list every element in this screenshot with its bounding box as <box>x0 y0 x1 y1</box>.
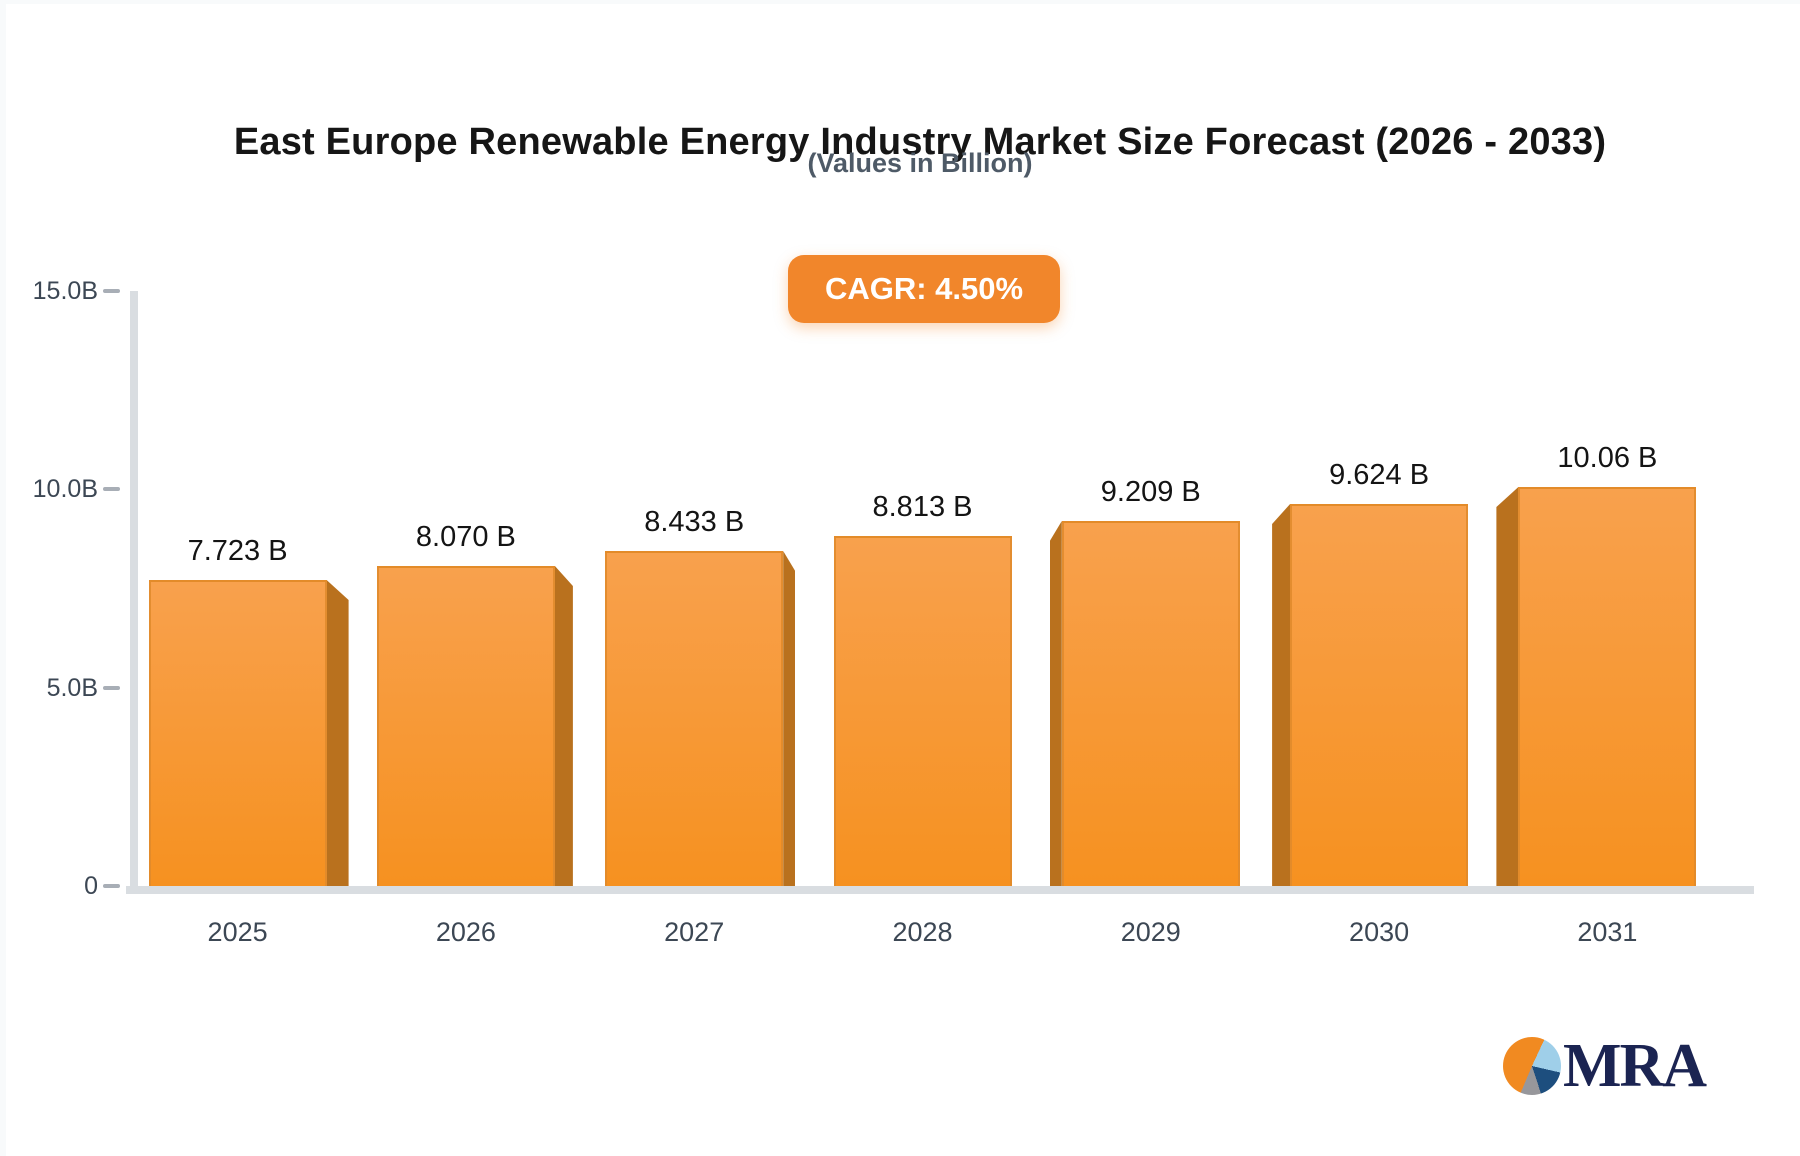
chart-subtitle: (Values in Billion) <box>807 148 1033 178</box>
bar-side-2025 <box>326 580 349 886</box>
bar-2027 <box>605 551 784 886</box>
y-tick-label-0: 0 <box>84 872 98 900</box>
x-tick-label-2027: 2027 <box>664 917 725 947</box>
logo-text: MRA <box>1563 1032 1707 1100</box>
bar-side-2031 <box>1496 487 1519 886</box>
pie-chart-icon <box>1503 1037 1561 1095</box>
x-tick-label-2030: 2030 <box>1349 917 1410 947</box>
bar-value-label-2029: 9.209 B <box>1100 476 1201 508</box>
bar-2031 <box>1518 487 1697 886</box>
y-tick-mark <box>103 289 120 293</box>
bar-2028 <box>833 536 1012 886</box>
chart-title: East Europe Renewable Energy Industry Ma… <box>233 121 1607 164</box>
bar-2030 <box>1290 504 1469 886</box>
x-tick-label-2029: 2029 <box>1120 917 1181 947</box>
y-tick-label-15.0B: 15.0B <box>32 277 98 305</box>
x-axis-baseline <box>126 886 1754 894</box>
bar-value-label-2030: 9.624 B <box>1329 459 1430 491</box>
y-tick-mark <box>103 487 120 492</box>
x-tick-label-2026: 2026 <box>435 917 496 947</box>
bar-2029 <box>1061 521 1240 886</box>
y-tick-label-10.0B: 10.0B <box>32 475 98 504</box>
cagr-badge: CAGR: 4.50% <box>788 255 1060 323</box>
x-tick-label-2028: 2028 <box>892 917 953 947</box>
bar-value-label-2026: 8.070 B <box>415 521 516 553</box>
bar-value-label-2025: 7.723 B <box>187 535 288 567</box>
bar-side-2030 <box>1272 504 1291 886</box>
bar-value-label-2031: 10.06 B <box>1557 442 1658 474</box>
bar-side-2026 <box>554 566 573 886</box>
bar-value-label-2028: 8.813 B <box>872 491 973 523</box>
bar-side-2029 <box>1049 521 1062 886</box>
y-tick-label-5.0B: 5.0B <box>46 673 98 702</box>
y-tick-mark <box>103 884 120 888</box>
x-tick-label-2025: 2025 <box>207 917 268 947</box>
mra-logo: MRA <box>1503 1032 1707 1100</box>
x-tick-label-2031: 2031 <box>1577 917 1638 947</box>
bar-2025 <box>148 580 327 886</box>
bar-value-label-2027: 8.433 B <box>644 506 745 538</box>
y-tick-mark <box>103 685 120 690</box>
y-axis-line <box>130 291 138 894</box>
bar-side-2027 <box>783 551 796 886</box>
bar-2026 <box>376 566 555 886</box>
page-edge-left <box>0 0 6 1156</box>
page-edge-top <box>0 0 1800 4</box>
